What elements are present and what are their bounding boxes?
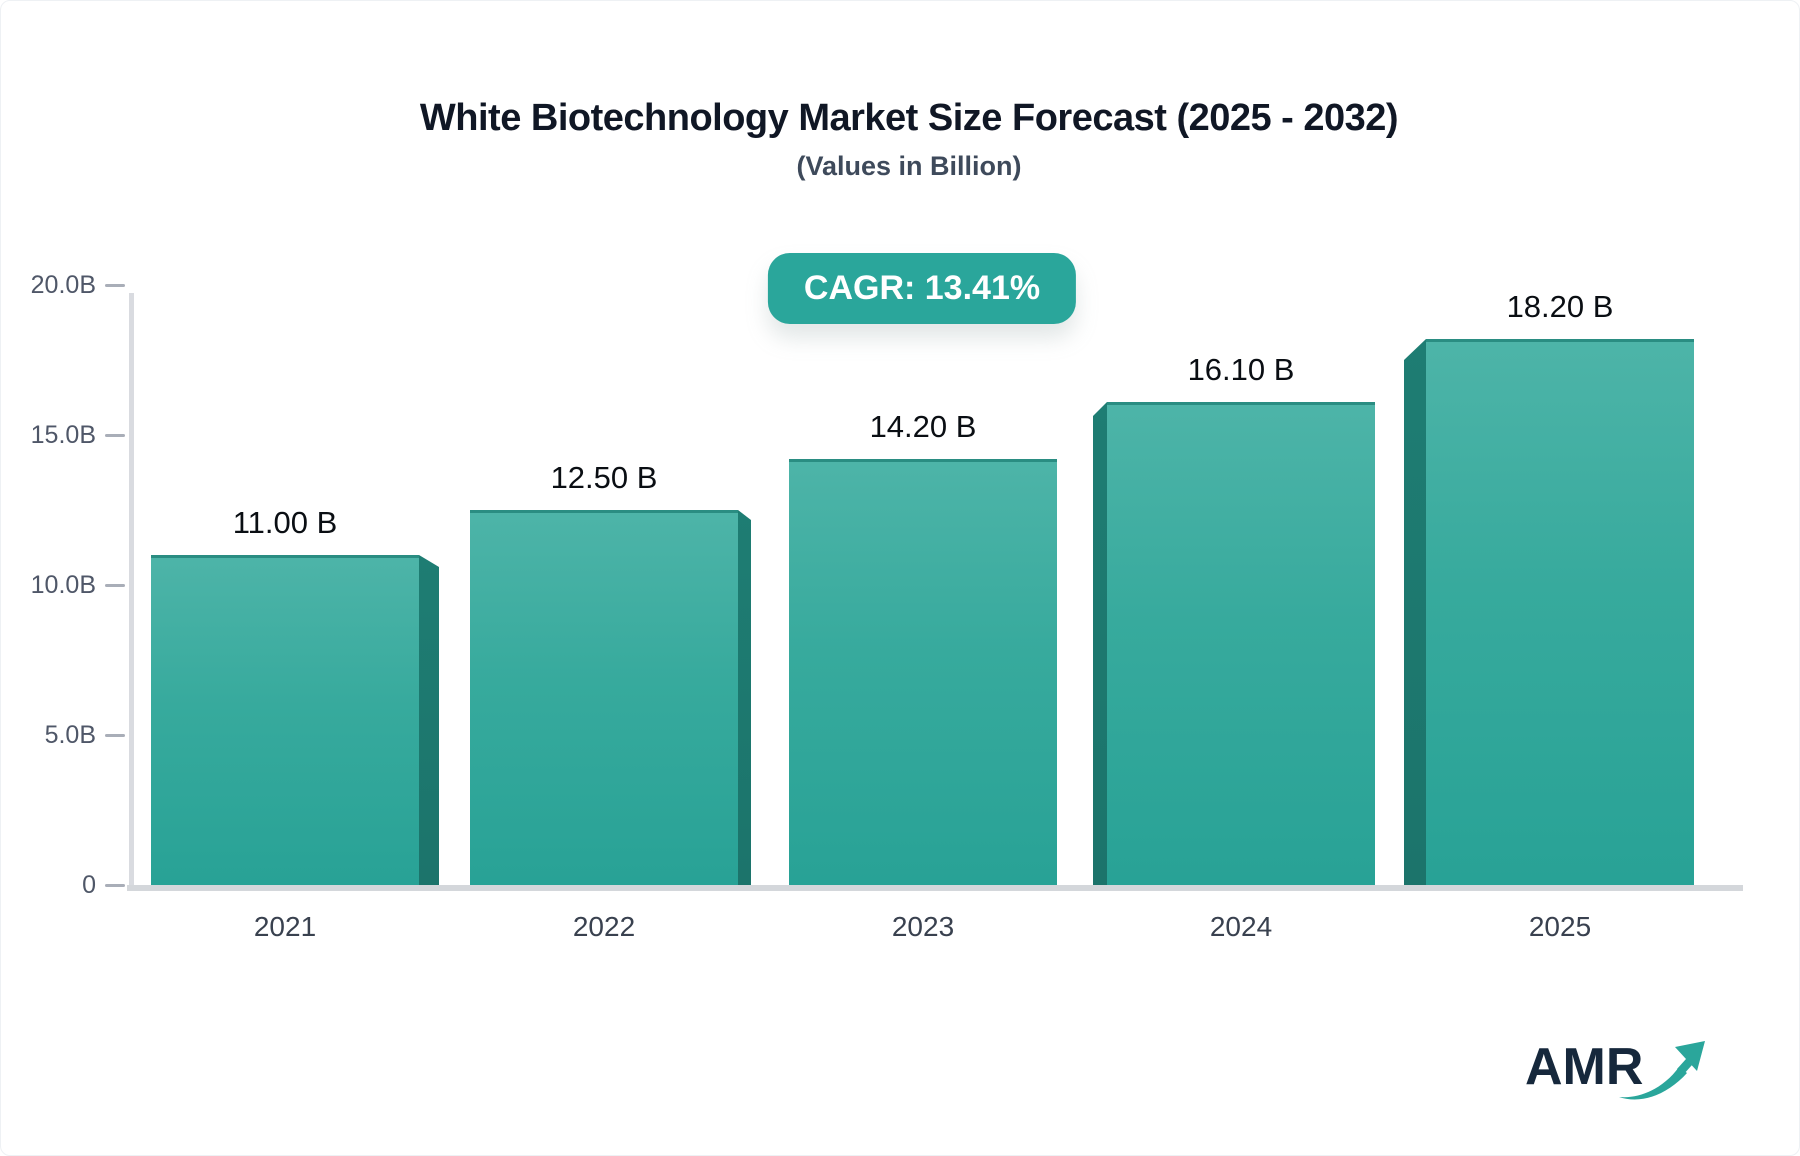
growth-arrow-icon xyxy=(1619,1041,1705,1100)
x-axis-category-label: 2025 xyxy=(1528,911,1592,942)
bar-2025: 18.20 B 2025 xyxy=(1404,289,1694,942)
bar-face xyxy=(1107,402,1375,885)
bar-value-label: 18.20 B xyxy=(1506,289,1614,324)
cagr-badge: CAGR: 13.41% xyxy=(767,253,1077,324)
chart-subtitle: (Values in Billion) xyxy=(796,151,1022,181)
chart-title: White Biotechnology Market Size Forecast… xyxy=(419,97,1399,139)
bar-value-label: 11.00 B xyxy=(232,505,338,540)
amr-logo-text: AMR xyxy=(1525,1038,1644,1096)
y-tick-mark xyxy=(105,734,125,737)
bar-value-label: 14.20 B xyxy=(869,409,977,444)
x-axis-category-label: 2021 xyxy=(253,911,317,942)
y-tick-mark xyxy=(105,284,125,287)
bar-face xyxy=(1426,339,1694,885)
x-axis-category-label: 2022 xyxy=(572,911,636,942)
bar-3d-side xyxy=(419,555,439,885)
y-tick-label: 5.0B xyxy=(44,721,96,749)
y-tick-label: 10.0B xyxy=(30,571,96,599)
bar-3d-side xyxy=(738,510,751,885)
bar-value-label: 16.10 B xyxy=(1187,352,1295,387)
bar-2021: 11.00 B 2021 xyxy=(151,505,439,942)
y-axis-line xyxy=(129,293,134,889)
bar-3d-side xyxy=(1093,402,1107,885)
amr-logo: AMR xyxy=(1525,1031,1715,1111)
y-tick-label: 15.0B xyxy=(30,421,96,449)
y-tick-mark xyxy=(105,584,125,587)
x-axis-baseline xyxy=(127,885,1743,891)
bar-face xyxy=(470,510,738,885)
bar-2022: 12.50 B 2022 xyxy=(470,460,751,942)
x-axis-category-label: 2024 xyxy=(1209,911,1273,942)
bar-3d-side xyxy=(1404,339,1426,885)
y-tick-label: 20.0B xyxy=(30,271,96,299)
x-axis-category-label: 2023 xyxy=(891,911,955,942)
bar-face xyxy=(789,459,1057,885)
bar-2023: 14.20 B 2023 xyxy=(789,409,1057,942)
y-tick-mark xyxy=(105,434,125,437)
bar-value-label: 12.50 B xyxy=(550,460,658,495)
bar-2024: 16.10 B 2024 xyxy=(1093,352,1375,942)
y-tick-mark xyxy=(105,884,125,887)
y-tick-label: 0 xyxy=(82,871,96,899)
bar-face xyxy=(151,555,419,885)
